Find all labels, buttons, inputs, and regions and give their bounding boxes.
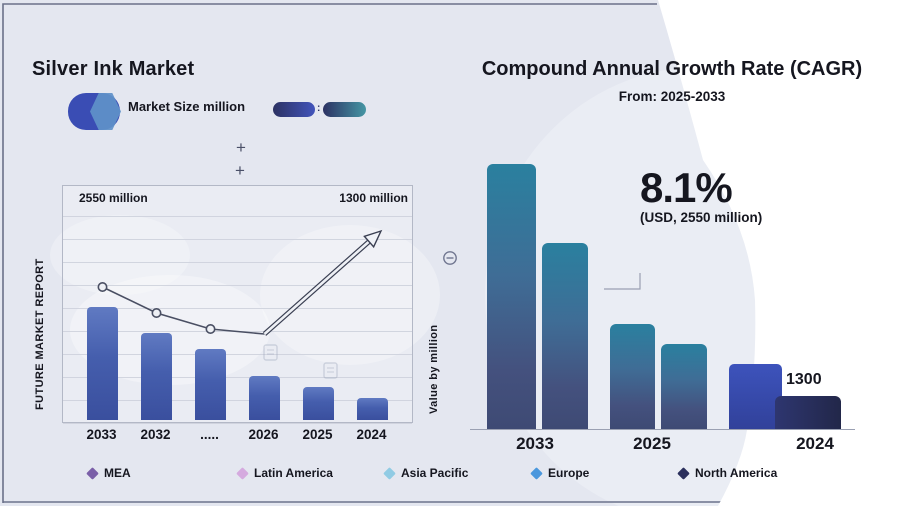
bar-data-label: 1300 [786, 371, 822, 388]
legend-label: Europe [548, 466, 590, 480]
ratio-pill-left-icon [273, 102, 315, 117]
plus-decoration-icon: + [236, 138, 246, 157]
page-title: Silver Ink Market [32, 58, 195, 80]
brand-logo-icon [68, 93, 121, 130]
legend-label: MEA [104, 466, 131, 480]
x-axis-tick-label: 2026 [248, 427, 279, 442]
cagr-bar [661, 344, 707, 429]
value-axis-label: Value by million [428, 324, 440, 414]
x-axis-tick-label: 2033 [86, 427, 117, 442]
x-axis-tick-label: 2025 [302, 427, 333, 442]
chart-max-label: 2550 million [79, 191, 148, 205]
chart-min-label: 1300 million [339, 191, 408, 205]
cagr-bar [542, 243, 588, 429]
legend-label: Latin America [254, 466, 333, 480]
diamond-marker-icon [383, 466, 396, 480]
x-axis-tick-label: 2025 [633, 434, 671, 453]
ratio-pill-right-icon [323, 102, 366, 117]
legend-item-mea: MEA [86, 466, 131, 480]
cagr-bar [775, 396, 841, 429]
plus-decoration-icon: + [235, 161, 245, 180]
x-axis-tick-label: 2033 [516, 434, 554, 453]
ratio-separator: : [317, 103, 321, 114]
x-axis-line [470, 429, 855, 430]
legend-label: North America [695, 466, 778, 480]
cagr-detail: (USD, 2550 million) [640, 210, 763, 225]
legend-item-latin-america: Latin America [236, 466, 333, 480]
cagr-value: 8.1% [640, 164, 733, 211]
diamond-marker-icon [86, 466, 99, 480]
cagr-bars: 2033 2025 2024 [470, 160, 865, 453]
chart-gridlines [63, 216, 412, 424]
cagr-chart: 2033 2025 2024 1300 [470, 160, 865, 453]
legend-item-asia-pacific: Asia Pacific [383, 466, 469, 480]
market-size-bar [249, 376, 280, 420]
minus-circle-icon [443, 251, 457, 265]
x-axis-tick-label: 2032 [140, 427, 171, 442]
cagr-title: Compound Annual Growth Rate (CAGR) [481, 58, 863, 80]
legend-item-europe: Europe [530, 466, 590, 480]
diamond-marker-icon [236, 466, 249, 480]
market-size-bar [357, 398, 388, 420]
cagr-bar [729, 364, 782, 429]
future-market-report-watermark: FUTURE MARKET REPORT [34, 258, 46, 410]
cagr-bar [610, 324, 655, 429]
market-size-chart: 2550 million 1300 million [62, 185, 413, 424]
document-watermark-icon [323, 362, 338, 379]
cagr-subtitle: From: 2025-2033 [618, 89, 726, 104]
legend-label: Asia Pacific [401, 466, 469, 480]
document-watermark-icon [263, 344, 278, 361]
legend-item-north-america: North America [677, 466, 778, 480]
x-axis-tick-label: 2024 [796, 434, 834, 453]
market-size-label: Market Size million [128, 99, 246, 114]
market-size-bar [303, 387, 334, 420]
market-size-bar [87, 307, 118, 420]
x-axis-tick-label: ..... [200, 427, 219, 442]
diamond-marker-icon [677, 466, 690, 480]
market-size-x-axis: 2033 2032..... 2026 2025 2024 [62, 427, 413, 445]
cagr-bar [487, 164, 536, 429]
x-axis-tick-label: 2024 [356, 427, 387, 442]
trend-line-and-arrow-icon [97, 229, 383, 336]
market-size-bar [195, 349, 226, 420]
market-size-bars [63, 186, 412, 422]
diamond-marker-icon [530, 466, 543, 480]
market-size-bar [141, 333, 172, 420]
annotation-bracket [604, 273, 641, 290]
